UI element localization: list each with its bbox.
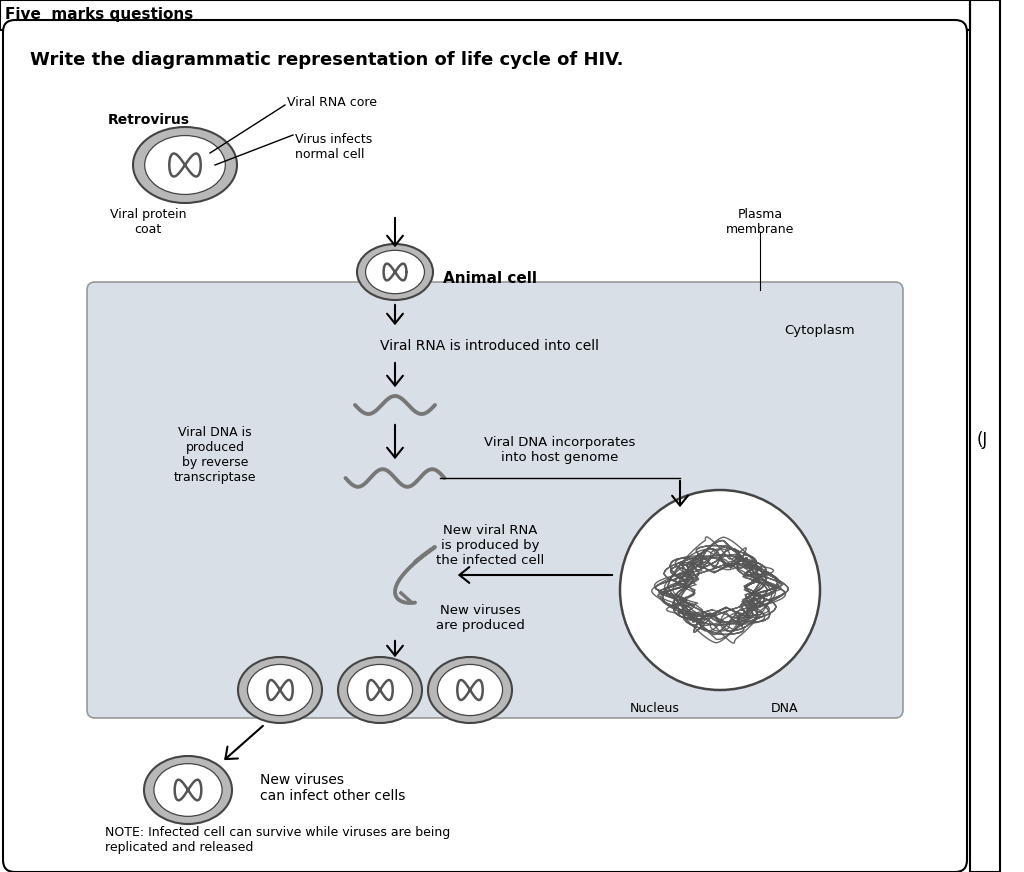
Text: NOTE: Infected cell can survive while viruses are being
replicated and released: NOTE: Infected cell can survive while vi… xyxy=(105,826,451,854)
Text: Viral protein
coat: Viral protein coat xyxy=(110,208,186,236)
Text: Five  marks questions: Five marks questions xyxy=(5,8,194,23)
Ellipse shape xyxy=(366,250,425,294)
FancyBboxPatch shape xyxy=(3,20,967,872)
Text: (J: (J xyxy=(976,431,987,449)
Text: Viral RNA core: Viral RNA core xyxy=(287,97,377,110)
Text: Cytoplasm: Cytoplasm xyxy=(784,324,855,337)
Text: Retrovirus: Retrovirus xyxy=(108,113,190,127)
Text: Plasma
membrane: Plasma membrane xyxy=(726,208,795,236)
Ellipse shape xyxy=(133,127,237,203)
Text: Viral RNA is introduced into cell: Viral RNA is introduced into cell xyxy=(381,339,599,353)
Ellipse shape xyxy=(357,244,433,300)
Circle shape xyxy=(620,490,820,690)
Ellipse shape xyxy=(428,657,512,723)
Text: Viral DNA incorporates
into host genome: Viral DNA incorporates into host genome xyxy=(484,436,636,464)
Ellipse shape xyxy=(437,664,503,716)
Bar xyxy=(0,0,970,30)
Ellipse shape xyxy=(144,756,232,824)
Ellipse shape xyxy=(338,657,422,723)
Text: New viral RNA
is produced by
the infected cell: New viral RNA is produced by the infecte… xyxy=(436,523,544,567)
Text: Write the diagrammatic representation of life cycle of HIV.: Write the diagrammatic representation of… xyxy=(30,51,624,69)
Text: Virus infects
normal cell: Virus infects normal cell xyxy=(295,133,373,161)
Text: New viruses
can infect other cells: New viruses can infect other cells xyxy=(260,773,406,803)
Ellipse shape xyxy=(154,764,222,816)
Text: Viral DNA is
produced
by reverse
transcriptase: Viral DNA is produced by reverse transcr… xyxy=(174,426,256,484)
Ellipse shape xyxy=(347,664,413,716)
Ellipse shape xyxy=(144,135,225,194)
Text: Animal cell: Animal cell xyxy=(443,270,537,285)
Text: Nucleus: Nucleus xyxy=(630,701,680,714)
Ellipse shape xyxy=(248,664,312,716)
Ellipse shape xyxy=(238,657,322,723)
FancyBboxPatch shape xyxy=(87,282,903,718)
Text: New viruses
are produced: New viruses are produced xyxy=(435,604,524,632)
Text: DNA: DNA xyxy=(771,701,799,714)
